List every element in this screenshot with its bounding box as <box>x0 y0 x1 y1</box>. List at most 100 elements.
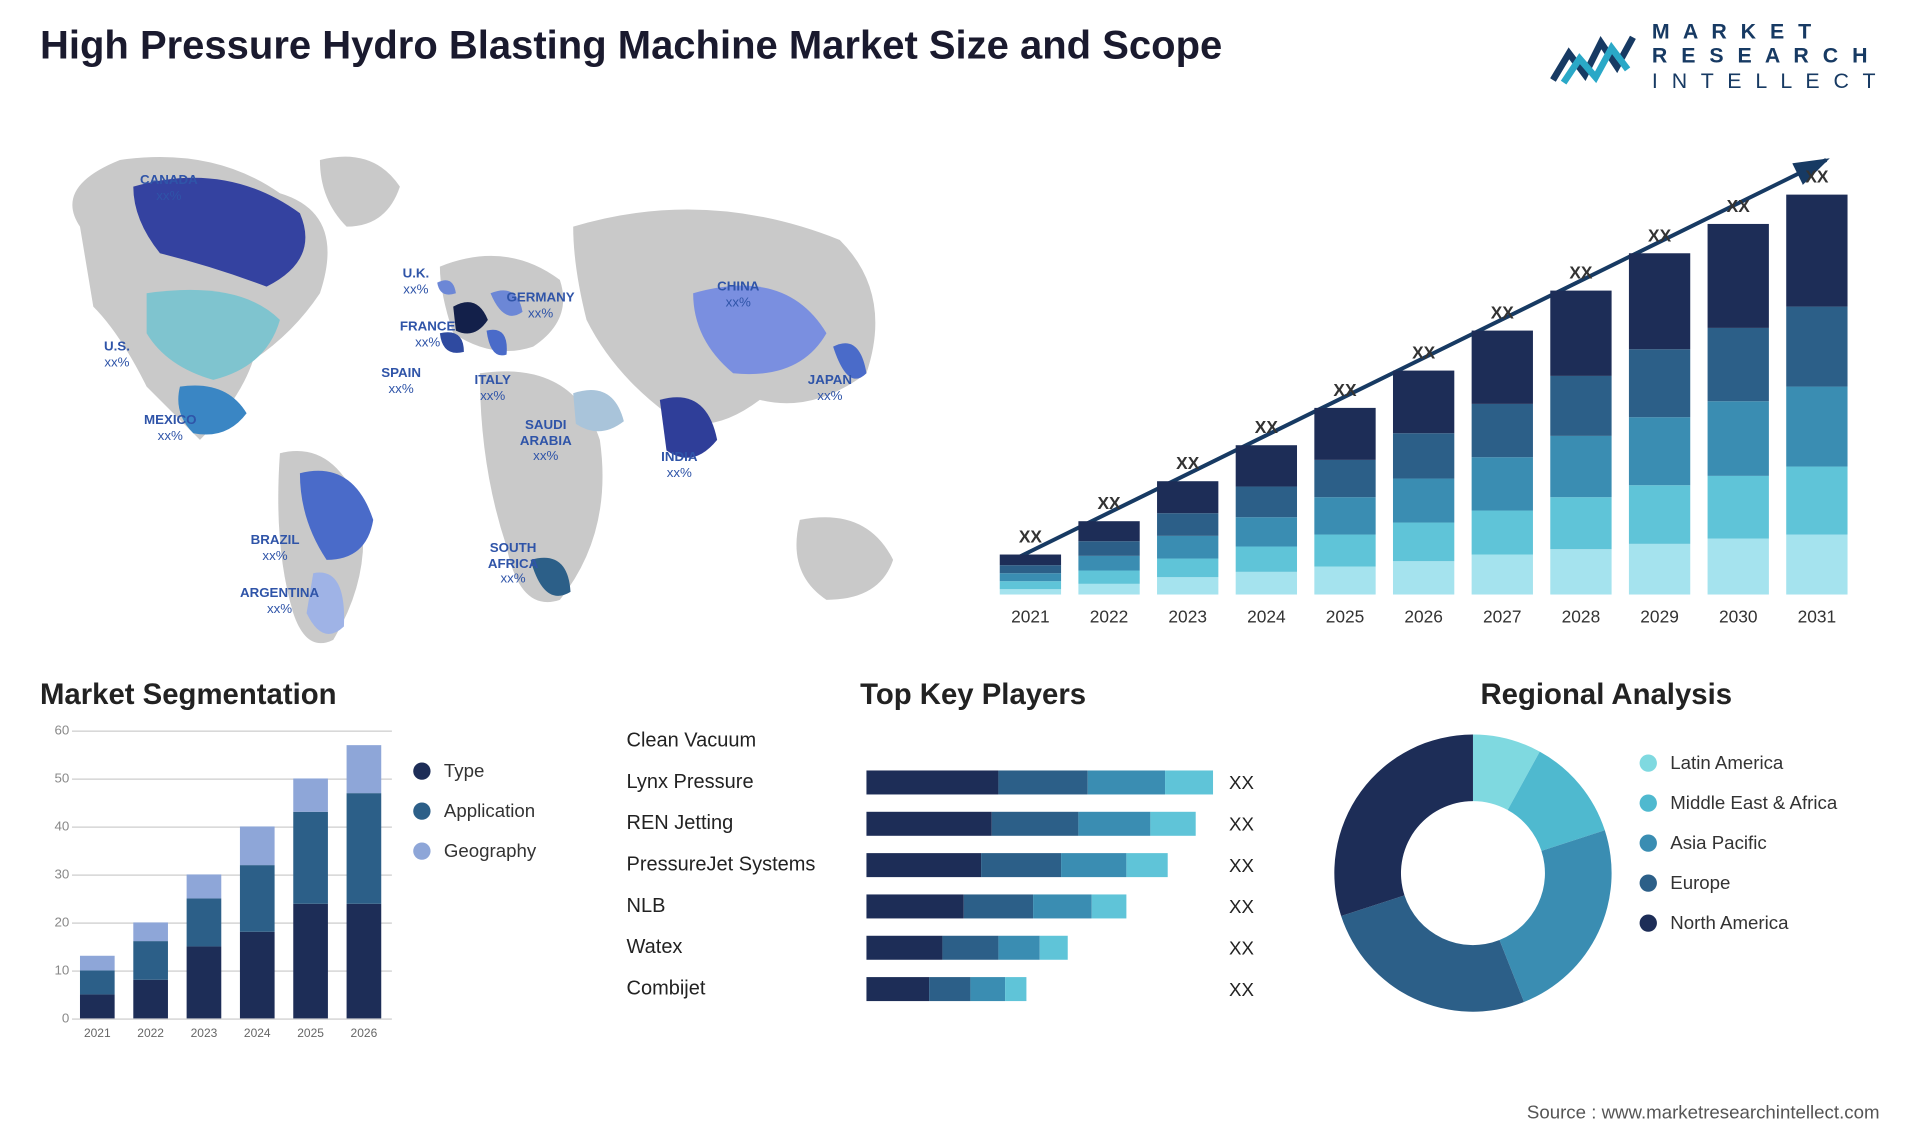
key-player-name: NLB <box>627 894 867 917</box>
bar-value-label: XX <box>996 527 1065 547</box>
key-players-chart: Clean VacuumLynx PressureXXREN JettingXX… <box>627 720 1320 1009</box>
legend-item: Middle East & Africa <box>1640 792 1838 813</box>
map-label: GERMANYxx% <box>507 291 575 322</box>
regional-title: Regional Analysis <box>1333 677 1880 712</box>
bar-value-label: XX <box>1704 196 1773 216</box>
regional-section: Regional Analysis Latin AmericaMiddle Ea… <box>1333 677 1880 1077</box>
key-players-title: Top Key Players <box>627 677 1320 712</box>
key-player-bar <box>866 852 1213 876</box>
bar-year-label: 2031 <box>1782 607 1851 627</box>
map-label: ARGENTINAxx% <box>240 587 319 618</box>
bar-value-label: XX <box>1468 303 1537 323</box>
map-label: MEXICOxx% <box>144 413 197 444</box>
bar-year-label: 2028 <box>1546 607 1615 627</box>
bar-year-label: 2023 <box>1153 607 1222 627</box>
brand-logo: M A R K E T R E S E A R C H I N T E L L … <box>1551 21 1880 95</box>
seg-xlabel: 2026 <box>341 1026 386 1039</box>
bar-value-label: XX <box>1625 225 1694 245</box>
bar-value-label: XX <box>1310 380 1379 400</box>
bar-value-label: XX <box>1546 263 1615 283</box>
market-bar <box>1472 331 1533 595</box>
seg-xlabel: 2022 <box>128 1026 173 1039</box>
map-label: SAUDIARABIAxx% <box>520 419 572 465</box>
seg-bar <box>347 745 382 1019</box>
key-player-bar <box>866 894 1213 918</box>
segmentation-legend: Type Application Geography <box>413 760 536 880</box>
seg-bar <box>240 826 275 1018</box>
seg-ylabel: 50 <box>43 772 70 787</box>
bar-year-label: 2021 <box>996 607 1065 627</box>
logo-line3: I N T E L L E C T <box>1652 70 1880 95</box>
regional-donut-chart <box>1333 733 1613 1013</box>
logo-line2: R E S E A R C H <box>1652 46 1880 71</box>
key-player-row: REN JettingXX <box>627 802 1320 843</box>
header: High Pressure Hydro Blasting Machine Mar… <box>40 24 1880 117</box>
key-player-bar <box>866 728 1213 752</box>
market-bar <box>1157 481 1218 594</box>
seg-ylabel: 60 <box>43 724 70 739</box>
key-players-section: Top Key Players Clean Vacuum Lynx Pressur… <box>627 677 1320 1077</box>
key-player-bar <box>866 811 1213 835</box>
key-player-bar <box>866 770 1213 794</box>
key-player-row: Lynx Pressure XX <box>627 761 1320 802</box>
key-player-name: Clean Vacuum <box>627 729 867 752</box>
key-player-name: Lynx Pressure <box>627 770 867 793</box>
map-label: SPAINxx% <box>381 367 421 398</box>
legend-item: North America <box>1640 912 1838 933</box>
bar-value-label: XX <box>1389 343 1458 363</box>
segmentation-chart: 0102030405060202120222023202420252026 <box>72 730 392 1037</box>
seg-xlabel: 2021 <box>75 1026 120 1039</box>
logo-mark-icon <box>1551 29 1639 88</box>
seg-xlabel: 2025 <box>288 1026 333 1039</box>
bar-value-label: XX <box>1074 493 1143 513</box>
key-player-bar <box>866 976 1213 1000</box>
seg-bar <box>187 874 222 1018</box>
bar-year-label: 2030 <box>1704 607 1773 627</box>
key-player-name: Combijet <box>627 977 867 1000</box>
market-bar <box>1078 521 1139 594</box>
segmentation-section: Market Segmentation 01020304050602021202… <box>40 677 587 1070</box>
bar-year-label: 2024 <box>1232 607 1301 627</box>
legend-item: Asia Pacific <box>1640 832 1838 853</box>
donut-slice <box>1334 734 1473 915</box>
seg-ylabel: 10 <box>43 964 70 979</box>
legend-item: Type <box>413 760 536 781</box>
seg-xlabel: 2023 <box>181 1026 226 1039</box>
donut-slice <box>1499 830 1611 1002</box>
map-label: SOUTHAFRICAxx% <box>488 541 538 587</box>
logo-line1: M A R K E T <box>1652 21 1880 46</box>
map-label: ITALYxx% <box>475 373 511 404</box>
map-label: CHINAxx% <box>717 280 759 311</box>
bar-year-label: 2025 <box>1310 607 1379 627</box>
map-label: JAPANxx% <box>808 373 852 404</box>
market-bar <box>1236 445 1297 594</box>
map-label: FRANCExx% <box>400 320 456 351</box>
segmentation-title: Market Segmentation <box>40 677 587 712</box>
regional-legend: Latin AmericaMiddle East & AfricaAsia Pa… <box>1640 752 1838 952</box>
market-bar <box>1550 291 1611 595</box>
key-player-bar <box>866 935 1213 959</box>
map-label: INDIAxx% <box>661 451 697 482</box>
market-bar <box>1393 371 1454 595</box>
key-player-row: PressureJet SystemsXX <box>627 844 1320 885</box>
legend-item: Geography <box>413 840 536 861</box>
key-player-value: XX <box>1229 771 1254 792</box>
key-player-name: REN Jetting <box>627 812 867 835</box>
legend-item: Application <box>413 800 536 821</box>
key-player-row: NLBXX <box>627 885 1320 926</box>
seg-ylabel: 40 <box>43 820 70 835</box>
market-bar <box>1629 253 1690 594</box>
bar-value-label: XX <box>1782 167 1851 187</box>
legend-item: Europe <box>1640 872 1838 893</box>
map-label: CANADAxx% <box>140 173 198 204</box>
bar-value-label: XX <box>1153 453 1222 473</box>
key-player-value: XX <box>1229 936 1254 957</box>
donut-slice <box>1341 895 1524 1011</box>
seg-bar <box>293 778 328 1018</box>
key-player-row: WatexXX <box>627 926 1320 967</box>
key-player-row: Clean Vacuum <box>627 720 1320 761</box>
key-player-row: CombijetXX <box>627 968 1320 1009</box>
bar-year-label: 2026 <box>1389 607 1458 627</box>
seg-xlabel: 2024 <box>235 1026 280 1039</box>
bar-year-label: 2022 <box>1074 607 1143 627</box>
